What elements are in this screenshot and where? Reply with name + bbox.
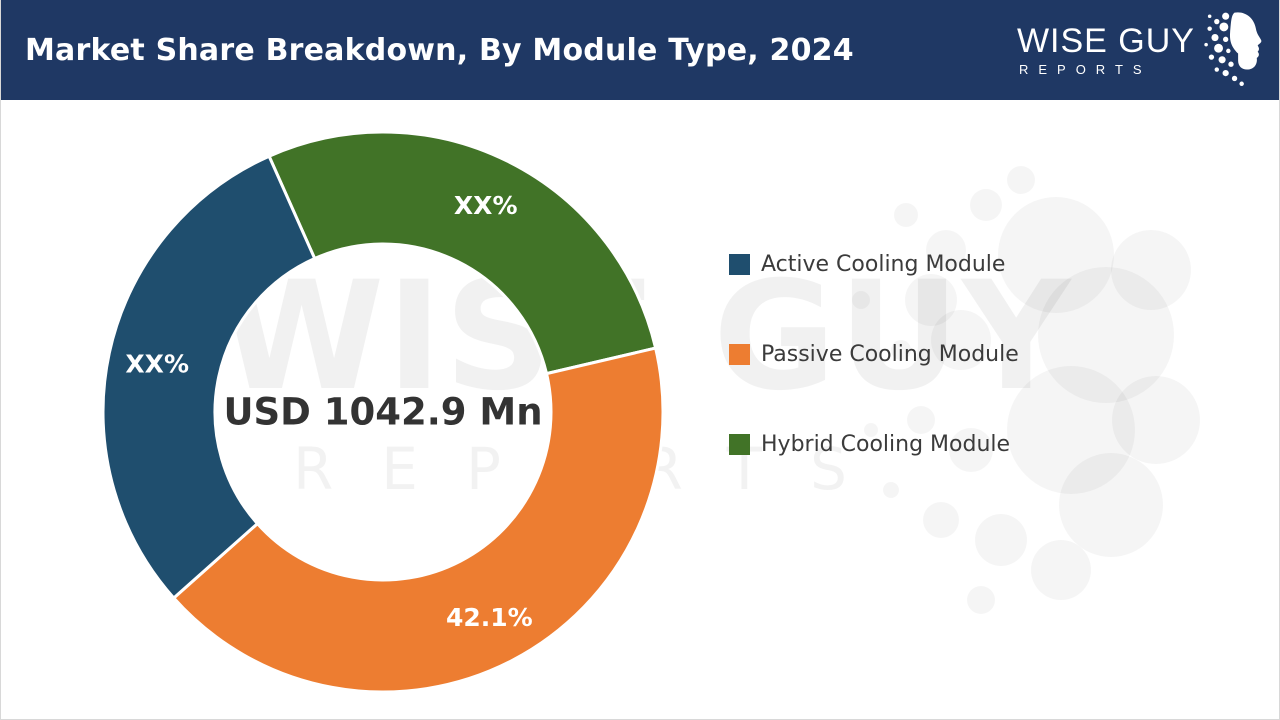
slice-value-label: 42.1% [446,603,533,632]
legend-swatch [729,253,750,275]
donut-slice [101,154,317,600]
wise-guy-logo: WISE GUY REPORTS [1017,8,1263,92]
logo-wordmark-block: WISE GUY REPORTS [1017,24,1195,77]
legend-label: Hybrid Cooling Module [761,431,1011,457]
logo-face-icon [1204,12,1262,86]
legend-item: Active Cooling Module [729,251,1019,277]
chart-area: WISE GUY REPORTS XX%42.1%XX% USD 1042.9 … [1,100,1279,719]
donut-slice [267,130,658,376]
header-bar: Market Share Breakdown, By Module Type, … [1,0,1279,100]
logo-wordmark: WISE GUY [1016,21,1195,60]
logo-subtitle: REPORTS [1018,61,1152,77]
slice-value-label: XX% [454,191,518,220]
slice-value-label: XX% [125,349,189,378]
donut-slice [172,346,665,694]
legend-swatch [729,433,750,455]
legend-item: Passive Cooling Module [729,341,1019,367]
legend-label: Passive Cooling Module [761,341,1019,367]
legend-item: Hybrid Cooling Module [729,431,1019,457]
donut-center-label: USD 1042.9 Mn [223,390,543,434]
legend-label: Active Cooling Module [761,251,1006,277]
donut-chart: XX% 42.1% XX% [101,130,665,694]
legend-swatch [729,343,750,365]
watermark-dots [852,166,1200,614]
legend: Active Cooling Module Passive Cooling Mo… [729,251,1019,457]
page-title: Market Share Breakdown, By Module Type, … [25,32,854,68]
